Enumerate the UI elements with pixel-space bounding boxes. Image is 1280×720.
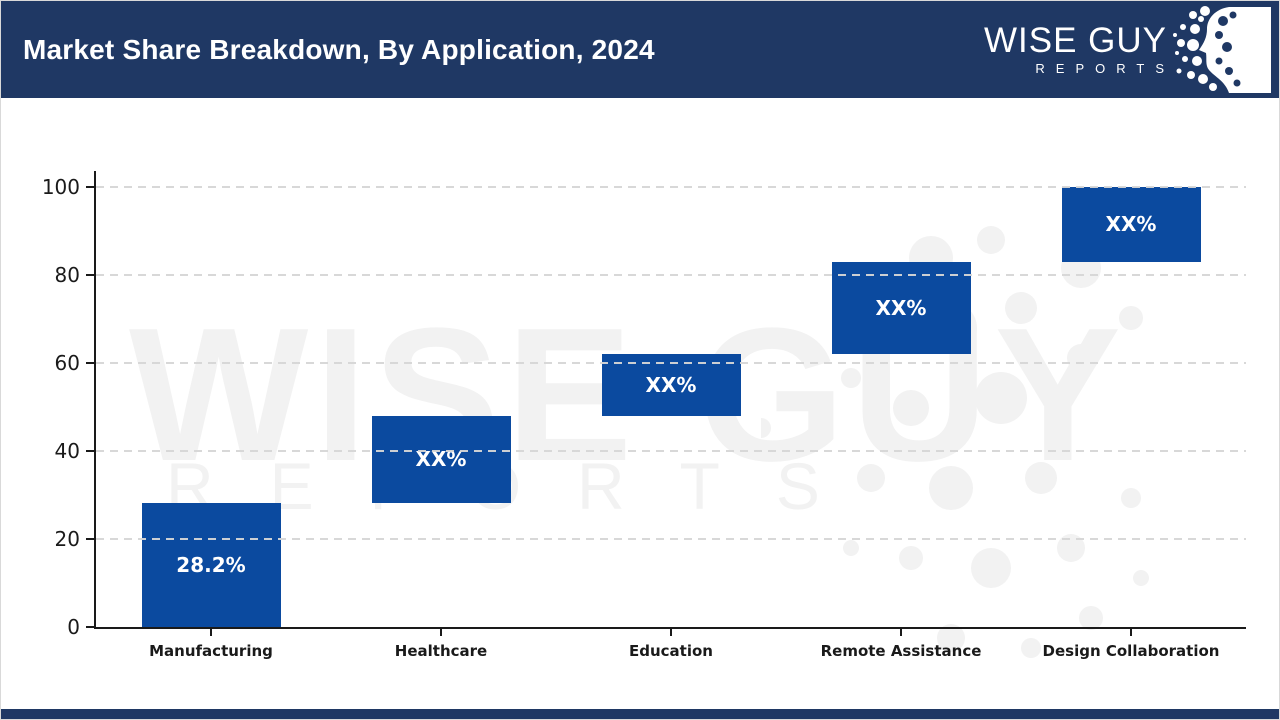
chart-title: Market Share Breakdown, By Application, … bbox=[23, 33, 655, 65]
x-axis-tick bbox=[900, 629, 902, 636]
y-axis-tick-label: 0 bbox=[67, 615, 80, 639]
x-axis-tick bbox=[440, 629, 442, 636]
x-axis-line bbox=[94, 627, 1246, 629]
bar-value-label: 28.2% bbox=[176, 552, 246, 577]
gridline-y20 bbox=[96, 538, 1246, 540]
bar-value-label: XX% bbox=[645, 372, 697, 397]
y-axis-tick-label: 80 bbox=[54, 263, 80, 287]
logo-text: WISE GUY REPORTS bbox=[983, 20, 1167, 76]
y-axis-tick bbox=[86, 274, 94, 276]
logo-wordmark: WISE GUY bbox=[983, 20, 1167, 60]
bar-value-label: XX% bbox=[875, 295, 927, 320]
y-axis-tick bbox=[86, 186, 94, 188]
bar-value-label: XX% bbox=[1105, 212, 1157, 237]
bar-education: XX% bbox=[601, 354, 741, 416]
x-axis-category-label: Design Collaboration bbox=[1042, 642, 1220, 660]
y-axis-tick-label: 20 bbox=[54, 527, 80, 551]
x-axis-category-label: Healthcare bbox=[394, 642, 488, 660]
plot-area: WISE GUY REPORTS 0 20 40 60 80 100 28.2% Manufa… bbox=[1, 98, 1279, 711]
bar-manufacturing: 28.2% bbox=[141, 502, 281, 627]
y-axis-tick-label: 40 bbox=[54, 439, 80, 463]
gridline-y40 bbox=[96, 450, 1246, 452]
y-axis-tick bbox=[86, 362, 94, 364]
y-axis-tick-label: 100 bbox=[41, 175, 80, 199]
logo-face-icon bbox=[1173, 5, 1271, 93]
x-axis-category-label: Remote Assistance bbox=[820, 642, 982, 660]
x-axis-category-label: Manufacturing bbox=[149, 642, 273, 660]
footer-bar bbox=[1, 709, 1279, 719]
y-axis-tick bbox=[86, 538, 94, 540]
header-bar: Market Share Breakdown, By Application, … bbox=[1, 1, 1279, 98]
logo-subtitle: REPORTS bbox=[1035, 60, 1175, 76]
y-axis-tick-label: 60 bbox=[54, 351, 80, 375]
gridline-y60 bbox=[96, 362, 1246, 364]
gridline-y80 bbox=[96, 274, 1246, 276]
gridline-y100 bbox=[96, 186, 1246, 188]
y-axis-line bbox=[94, 171, 96, 629]
bar-design-collaboration: XX% bbox=[1061, 187, 1201, 262]
x-axis-category-label: Education bbox=[629, 642, 713, 660]
x-axis-tick bbox=[210, 629, 212, 636]
y-axis-tick bbox=[86, 450, 94, 452]
bar-healthcare: XX% bbox=[371, 415, 511, 503]
watermark-face-dots bbox=[761, 226, 1149, 658]
x-axis-tick bbox=[1130, 629, 1132, 636]
y-axis-tick bbox=[86, 626, 94, 628]
wise-guy-reports-logo: WISE GUY REPORTS bbox=[983, 5, 1279, 95]
x-axis-tick bbox=[670, 629, 672, 636]
